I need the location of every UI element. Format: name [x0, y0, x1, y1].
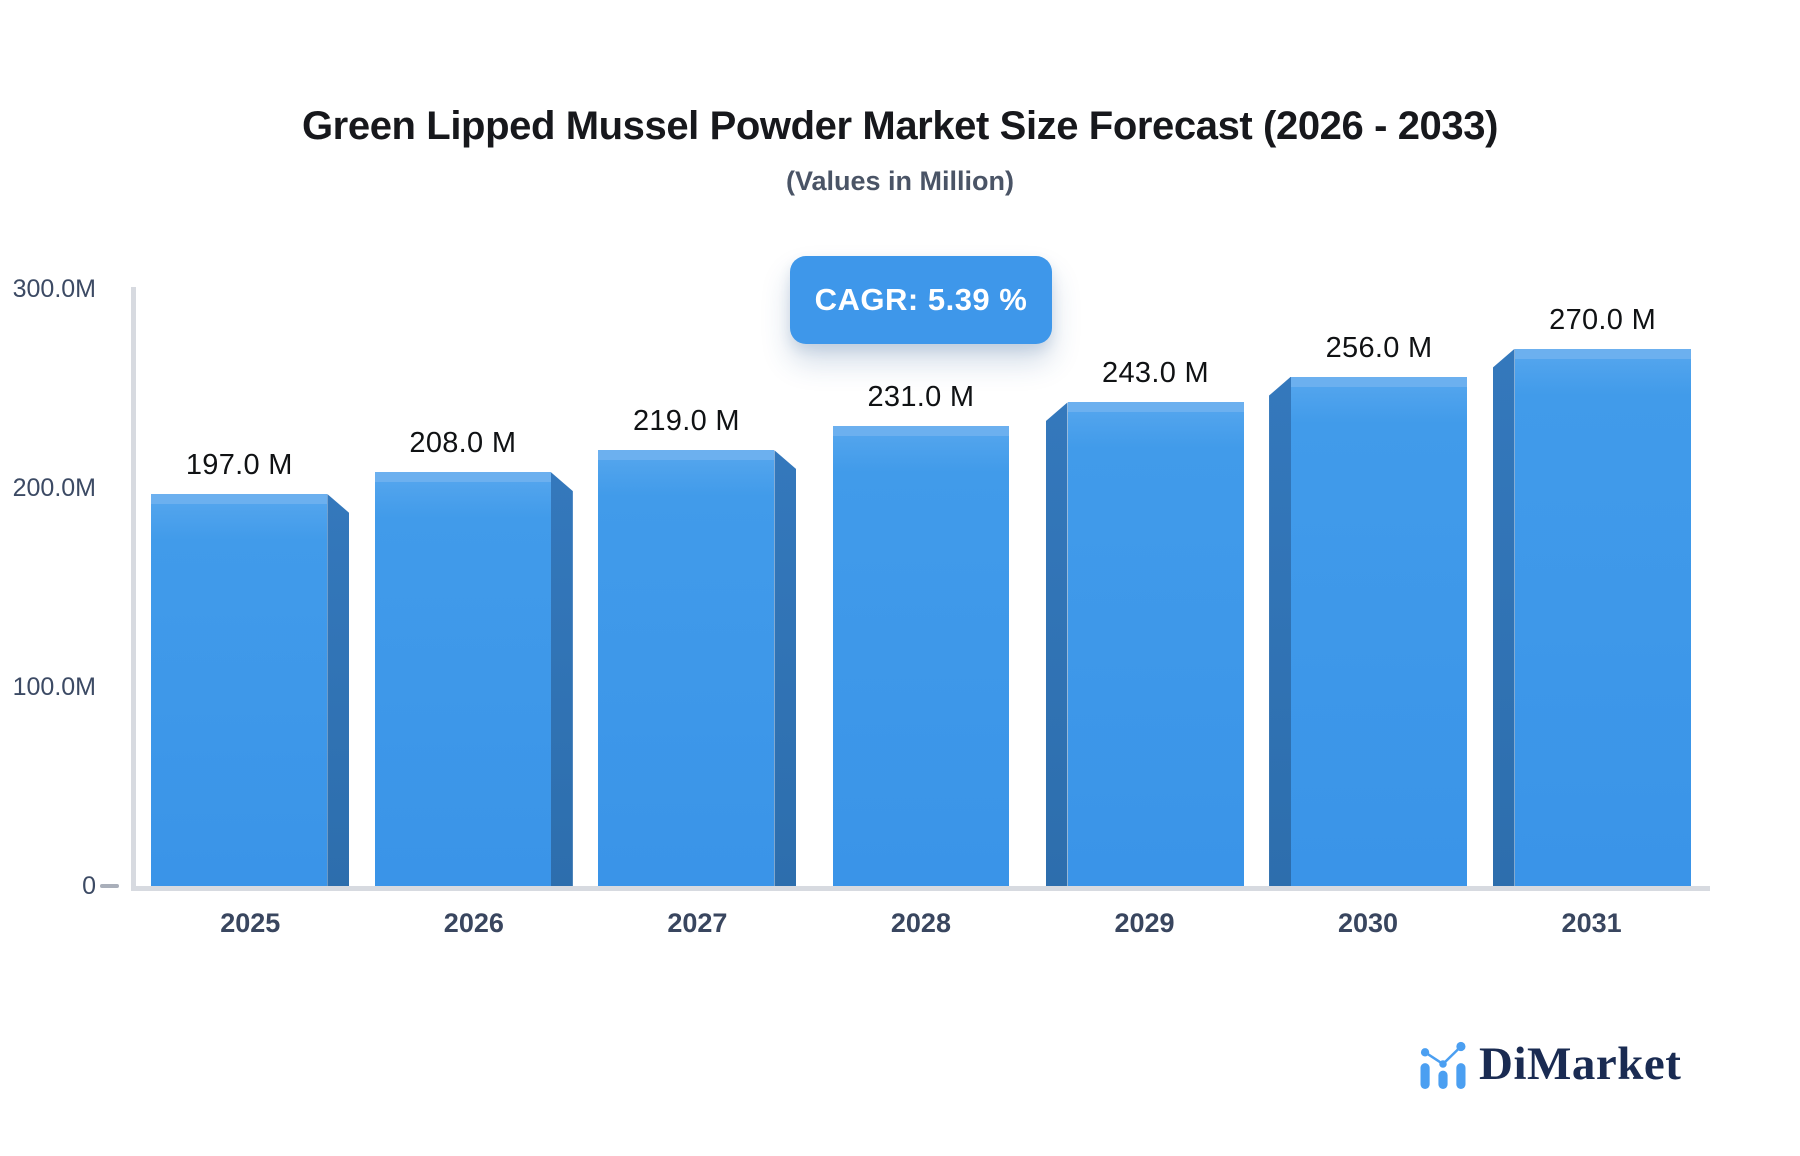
bar-2031[interactable]	[1514, 348, 1691, 886]
brand-logo[interactable]: DiMarket	[1418, 1038, 1681, 1090]
bar-side-face-2030	[1269, 376, 1292, 886]
x-axis-label-2025: 2025	[220, 908, 281, 938]
chart-title: Green Lipped Mussel Powder Market Size F…	[301, 104, 1499, 148]
y-axis-line	[131, 287, 136, 888]
bar-value-label-2028: 231.0 M	[867, 381, 975, 414]
bar-side-face-2025	[327, 493, 350, 886]
y-axis-label-100.0M: 100.0M	[12, 673, 96, 701]
x-axis-label-2028: 2028	[890, 908, 951, 938]
bar-value-label-2026: 208.0 M	[409, 427, 517, 460]
bar-value-label-2027: 219.0 M	[632, 405, 740, 438]
bar-2026[interactable]	[374, 472, 551, 886]
bar-2025[interactable]	[151, 493, 328, 886]
bar-side-face-2027	[774, 450, 797, 886]
zero-tick-mark	[100, 884, 119, 888]
x-axis-line	[131, 886, 1710, 891]
x-axis-label-2026: 2026	[443, 908, 504, 938]
bar-value-label-2025: 197.0 M	[185, 448, 293, 481]
brand-logo-text: DiMarket	[1479, 1038, 1682, 1090]
x-axis-label-2030: 2030	[1338, 908, 1399, 938]
brand-logo-icon	[1420, 1041, 1466, 1089]
y-axis-label-0: 0	[82, 872, 96, 900]
bar-side-face-2031	[1492, 348, 1515, 886]
bar-2029[interactable]	[1067, 402, 1244, 886]
x-axis-label-2027: 2027	[667, 908, 728, 938]
bar-2030[interactable]	[1291, 376, 1468, 886]
x-axis-label-2031: 2031	[1561, 908, 1622, 938]
bar-2028[interactable]	[832, 426, 1009, 886]
bar-2027[interactable]	[598, 450, 775, 886]
cagr-badge: CAGR: 5.39 %	[790, 256, 1052, 344]
x-axis-label-2029: 2029	[1114, 908, 1175, 938]
bar-side-face-2029	[1045, 402, 1068, 886]
chart-subtitle: (Values in Million)	[785, 166, 1015, 196]
bar-value-label-2029: 243.0 M	[1102, 357, 1209, 390]
y-axis-label-200.0M: 200.0M	[12, 474, 96, 502]
bar-value-label-2031: 270.0 M	[1549, 303, 1657, 336]
bar-value-label-2030: 256.0 M	[1325, 331, 1433, 364]
bar-side-face-2026	[550, 472, 573, 886]
y-axis-label-300.0M: 300.0M	[12, 275, 96, 303]
